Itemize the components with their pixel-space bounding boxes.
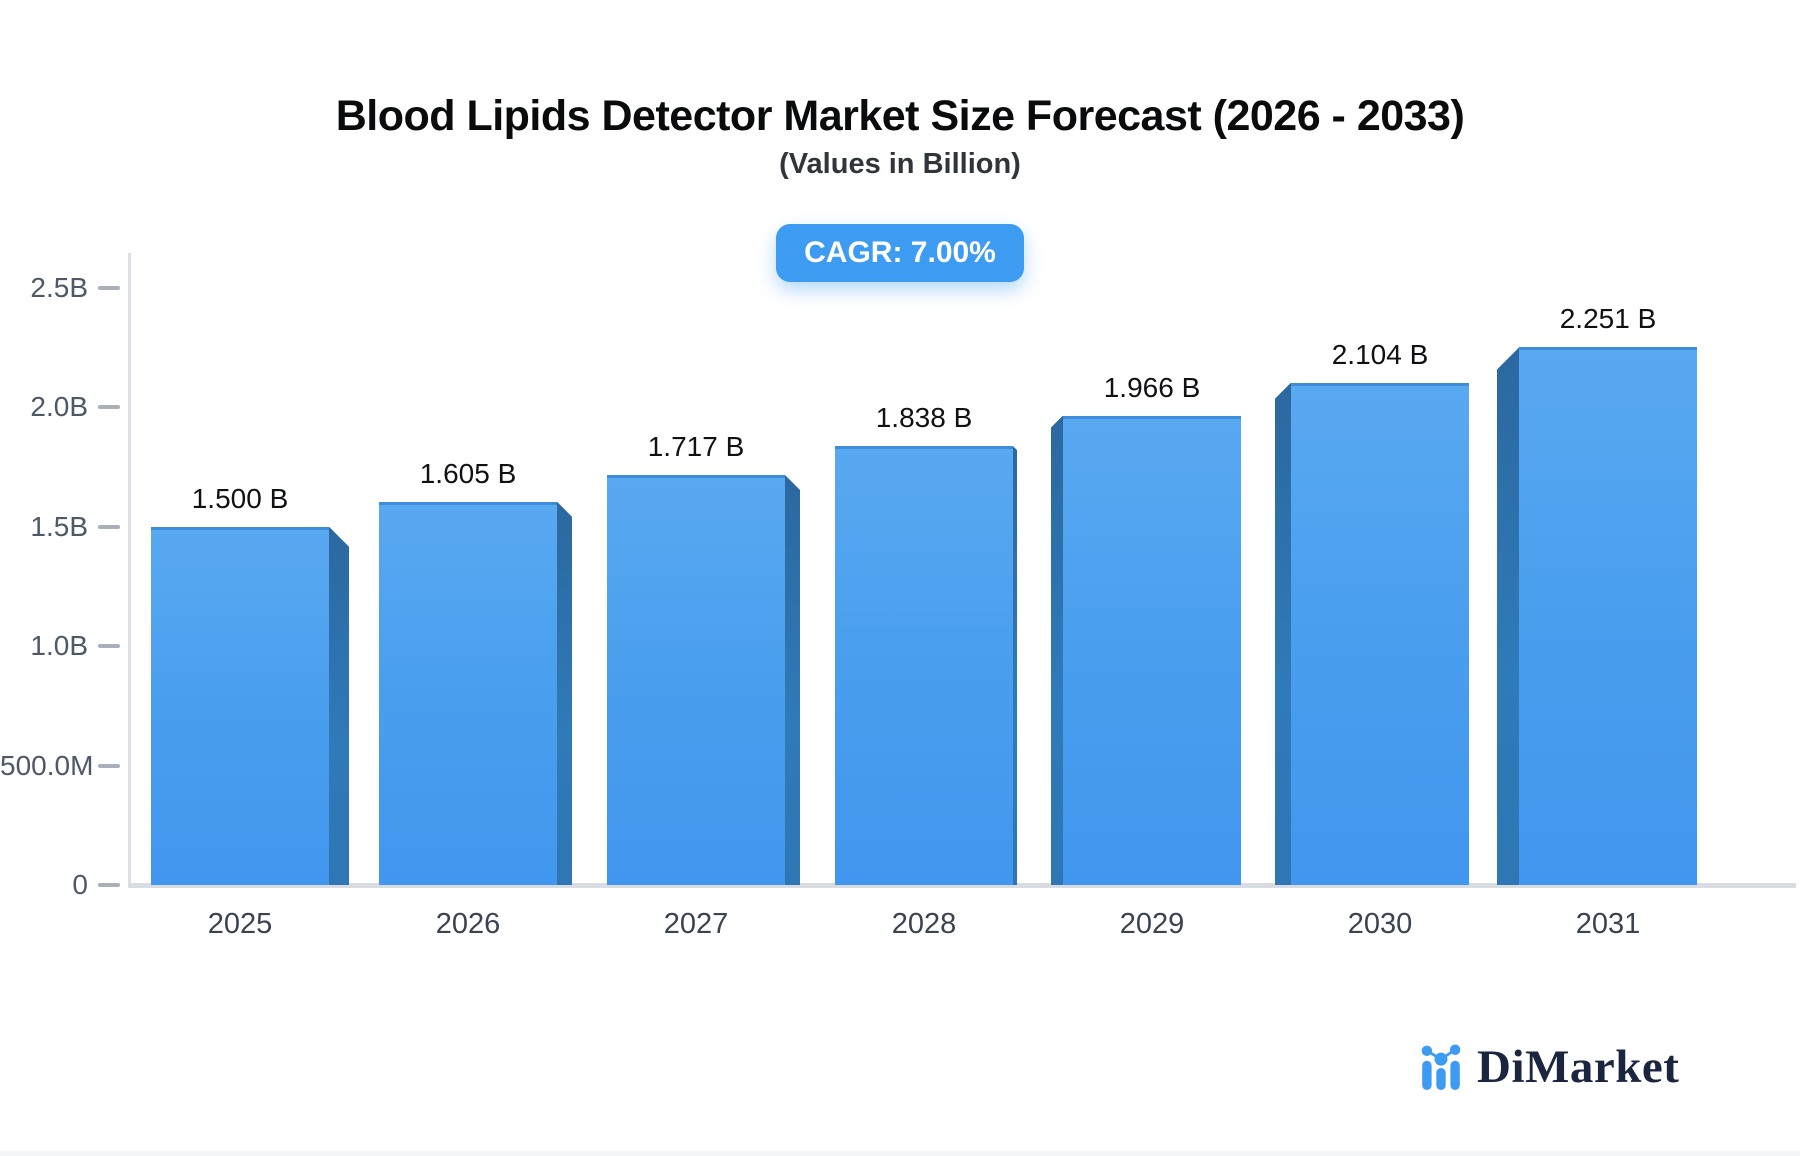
bar-side-face-2026 — [557, 501, 572, 885]
y-tick-label: 2.5B — [30, 272, 88, 303]
bar-2025[interactable] — [151, 526, 329, 885]
chart-title: Blood Lipids Detector Market Size Foreca… — [335, 92, 1465, 140]
x-axis-label-2030: 2030 — [1347, 908, 1413, 940]
y-tick-label: 500.0M — [0, 749, 94, 781]
y-tick-mark — [98, 644, 120, 649]
bar-2028[interactable] — [835, 446, 1013, 885]
y-tick-label: 0 — [72, 869, 88, 900]
y-tick-mark — [98, 524, 120, 529]
bar-value-label: 2.104 B — [1331, 338, 1429, 370]
page-bottom-edge — [0, 1151, 1800, 1156]
bar-side-face-2028 — [1013, 446, 1017, 885]
bar-2026[interactable] — [379, 501, 557, 885]
bar-value-label: 1.500 B — [191, 482, 289, 514]
y-tick-mark — [98, 763, 120, 768]
x-axis-label-2025: 2025 — [207, 908, 273, 940]
bar-chart-logo-icon — [1421, 1044, 1461, 1090]
bar-value-label: 1.605 B — [419, 457, 517, 489]
chart-subtitle: (Values in Billion) — [779, 148, 1021, 180]
y-tick-mark — [98, 286, 120, 290]
bar-side-face-2030 — [1275, 382, 1291, 885]
bar-2031[interactable] — [1519, 347, 1697, 885]
bar-2029[interactable] — [1063, 415, 1241, 885]
y-tick-label: 1.0B — [30, 630, 88, 662]
y-tick-mark — [98, 883, 120, 887]
bar-side-face-2025 — [329, 526, 349, 885]
y-axis-line — [128, 253, 131, 888]
y-tick-mark — [98, 405, 120, 410]
brand-name: DiMarket — [1477, 1041, 1680, 1093]
bar-side-face-2027 — [785, 474, 800, 885]
bar-side-face-2031 — [1497, 347, 1519, 885]
bar-value-label: 2.251 B — [1559, 303, 1657, 335]
bar-side-face-2029 — [1051, 415, 1063, 885]
bar-value-label: 1.966 B — [1103, 371, 1201, 403]
x-axis-baseline — [128, 883, 1796, 888]
brand-logo: DiMarket — [1420, 1040, 1679, 1094]
bar-value-label: 1.717 B — [647, 430, 745, 462]
cagr-badge-wrap: CAGR: 7.00% — [0, 224, 1800, 282]
x-axis-label-2026: 2026 — [435, 908, 501, 940]
cagr-badge: CAGR: 7.00% — [776, 224, 1024, 282]
bar-2030[interactable] — [1291, 382, 1469, 885]
y-tick-label: 1.5B — [30, 510, 88, 542]
bar-2027[interactable] — [607, 474, 785, 885]
x-axis-label-2027: 2027 — [663, 908, 729, 940]
x-axis-label-2029: 2029 — [1119, 908, 1185, 940]
y-tick-label: 2.0B — [30, 391, 88, 423]
bar-value-label: 1.838 B — [875, 402, 973, 434]
x-axis-label-2031: 2031 — [1575, 908, 1641, 940]
x-axis-label-2028: 2028 — [891, 908, 957, 940]
